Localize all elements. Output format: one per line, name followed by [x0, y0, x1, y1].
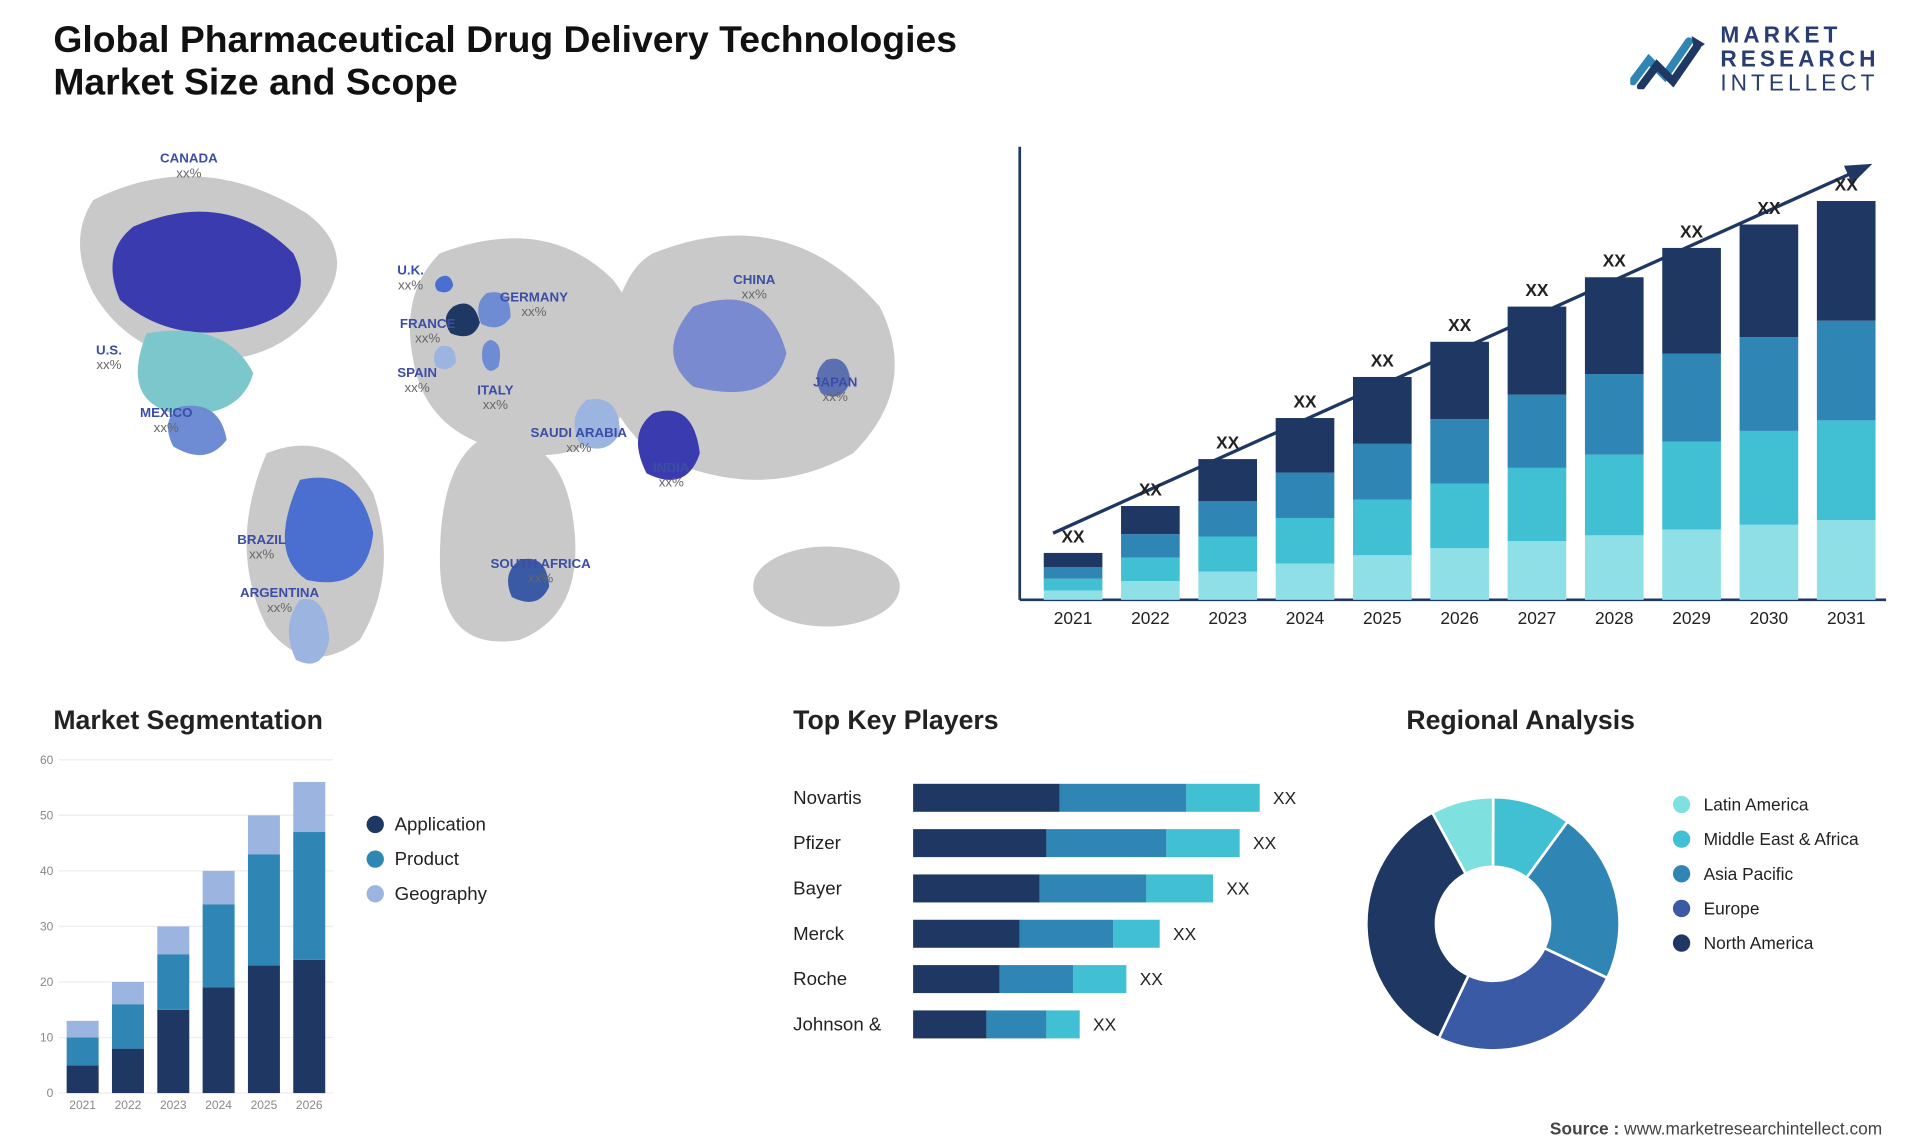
forecast-year-2028: 2028 — [1595, 608, 1634, 627]
world-map: CANADAxx% U.S.xx% MEXICOxx% BRAZILxx% ARGENT… — [40, 147, 973, 680]
player-row-pfizer: PfizerXX — [793, 824, 1366, 861]
player-row-roche: RocheXX — [793, 960, 1366, 997]
map-label-saudiarabia: SAUDI ARABIAxx% — [531, 427, 628, 456]
map-label-southafrica: SOUTH AFRICAxx% — [491, 557, 591, 586]
regional-legend: Latin America Middle East & Africa Asia Pa… — [1673, 780, 1859, 968]
svg-text:20: 20 — [40, 975, 54, 989]
logo-line1: MARKET — [1720, 24, 1879, 48]
map-label-japan: JAPANxx% — [813, 376, 857, 405]
forecast-value-2027: XX — [1525, 280, 1549, 300]
forecast-year-2030: 2030 — [1750, 608, 1789, 627]
map-label-brazil: BRAZILxx% — [237, 533, 286, 562]
players-title: Top Key Players — [793, 706, 1366, 737]
forecast-value-2029: XX — [1680, 221, 1704, 241]
forecast-value-2024: XX — [1293, 391, 1317, 411]
forecast-year-2023: 2023 — [1208, 608, 1247, 627]
seg-legend-application: Application — [367, 813, 487, 834]
forecast-value-2021: XX — [1062, 526, 1086, 546]
svg-text:2026: 2026 — [296, 1098, 323, 1112]
player-row-johnson: Johnson &XX — [793, 1005, 1366, 1042]
forecast-year-2027: 2027 — [1518, 608, 1557, 627]
forecast-value-2030: XX — [1757, 198, 1781, 218]
map-label-canada: CANADAxx% — [160, 152, 218, 181]
region-legend-europe: Europe — [1673, 898, 1859, 918]
map-label-uk: U.K.xx% — [397, 264, 424, 293]
svg-text:2024: 2024 — [205, 1098, 232, 1112]
forecast-year-2021: 2021 — [1054, 608, 1093, 627]
map-label-spain: SPAINxx% — [397, 367, 437, 396]
map-label-germany: GERMANYxx% — [500, 291, 568, 320]
svg-text:0: 0 — [47, 1086, 54, 1100]
svg-text:2025: 2025 — [251, 1098, 278, 1112]
seg-legend-geography: Geography — [367, 882, 487, 903]
logo-line3: INTELLECT — [1720, 72, 1879, 96]
region-legend-northamerica: North America — [1673, 933, 1859, 953]
player-row-merck: MerckXX — [793, 914, 1366, 951]
region-legend-asiapacific: Asia Pacific — [1673, 864, 1859, 884]
map-spain — [434, 346, 456, 369]
segmentation-legend: Application Product Geography — [367, 800, 487, 917]
forecast-value-2025: XX — [1371, 350, 1395, 370]
svg-text:30: 30 — [40, 919, 54, 933]
player-row-novartis: NovartisXX — [793, 778, 1366, 815]
map-label-mexico: MEXICOxx% — [140, 407, 193, 436]
brand-logo: MARKET RESEARCH INTELLECT — [1630, 24, 1880, 95]
map-label-india: INDIAxx% — [653, 461, 689, 490]
map-label-china: CHINAxx% — [733, 273, 775, 302]
svg-text:2022: 2022 — [115, 1098, 142, 1112]
forecast-value-2031: XX — [1835, 174, 1859, 194]
map-label-italy: ITALYxx% — [477, 384, 513, 413]
segmentation-chart: 0 10 20 30 40 50 60 2021 2022 2023 2024 2025 2026 — [27, 746, 334, 1119]
player-row-bayer: BayerXX — [793, 869, 1366, 906]
forecast-chart: XX 2021 XX 2022 XX 2023 XX 2024 XX 2025 XX 2026 XX 20… — [1006, 147, 1886, 627]
svg-text:40: 40 — [40, 864, 54, 878]
regional-donut — [1333, 757, 1666, 1090]
svg-text:60: 60 — [40, 753, 54, 767]
region-legend-latinamerica: Latin America — [1673, 794, 1859, 814]
svg-text:50: 50 — [40, 808, 54, 822]
svg-text:2021: 2021 — [69, 1098, 96, 1112]
regional-title: Regional Analysis — [1406, 706, 1635, 737]
map-label-argentina: ARGENTINAxx% — [240, 587, 319, 616]
forecast-year-2026: 2026 — [1440, 608, 1479, 627]
forecast-year-2024: 2024 — [1286, 608, 1325, 627]
forecast-year-2029: 2029 — [1672, 608, 1711, 627]
forecast-value-2026: XX — [1448, 315, 1472, 335]
logo-line2: RESEARCH — [1720, 48, 1879, 72]
region-legend-middleeastafrica: Middle East & Africa — [1673, 829, 1859, 849]
svg-text:10: 10 — [40, 1031, 54, 1045]
forecast-value-2022: XX — [1139, 479, 1163, 499]
brand-logo-mark — [1630, 30, 1707, 89]
map-label-us: U.S.xx% — [96, 344, 122, 373]
forecast-value-2028: XX — [1603, 251, 1627, 271]
map-italy — [482, 340, 500, 371]
map-label-france: FRANCExx% — [400, 317, 456, 346]
forecast-year-2022: 2022 — [1131, 608, 1170, 627]
forecast-year-2025: 2025 — [1363, 608, 1402, 627]
source-line: Source : www.marketresearchintellect.com — [1550, 1118, 1882, 1138]
forecast-year-2031: 2031 — [1827, 608, 1866, 627]
svg-text:2023: 2023 — [160, 1098, 187, 1112]
segmentation-title: Market Segmentation — [53, 706, 560, 737]
seg-legend-product: Product — [367, 848, 487, 869]
page-title: Global Pharmaceutical Drug Delivery Tech… — [53, 19, 1026, 104]
forecast-value-2023: XX — [1216, 432, 1240, 452]
players-chart: NovartisXX PfizerXX BayerXX MerckXX RocheXX J… — [793, 770, 1366, 1050]
